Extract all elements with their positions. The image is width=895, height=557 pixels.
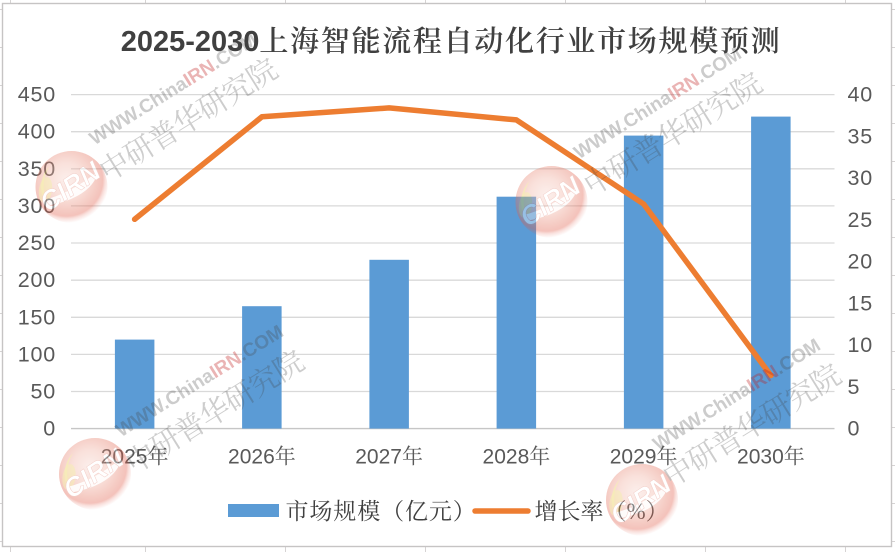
svg-text:10: 10 <box>848 333 874 357</box>
svg-text:450: 450 <box>18 83 56 107</box>
svg-text:15: 15 <box>848 291 874 315</box>
svg-text:150: 150 <box>18 305 56 329</box>
svg-text:250: 250 <box>18 231 56 255</box>
svg-text:0: 0 <box>848 417 861 441</box>
svg-text:40: 40 <box>848 83 874 107</box>
svg-text:20: 20 <box>848 250 874 274</box>
svg-text:2027年: 2027年 <box>355 445 423 469</box>
svg-text:30: 30 <box>848 166 874 190</box>
svg-text:2028年: 2028年 <box>483 445 551 469</box>
svg-text:0: 0 <box>43 417 56 441</box>
svg-text:200: 200 <box>18 268 56 292</box>
svg-text:5: 5 <box>848 375 861 399</box>
svg-text:400: 400 <box>18 120 56 144</box>
svg-text:2030年: 2030年 <box>737 445 805 469</box>
svg-text:2026年: 2026年 <box>228 445 296 469</box>
svg-text:100: 100 <box>18 342 56 366</box>
svg-text:35: 35 <box>848 124 874 148</box>
svg-text:市场规模（亿元）: 市场规模（亿元） <box>286 499 477 524</box>
svg-text:25: 25 <box>848 208 874 232</box>
svg-text:50: 50 <box>30 380 56 404</box>
